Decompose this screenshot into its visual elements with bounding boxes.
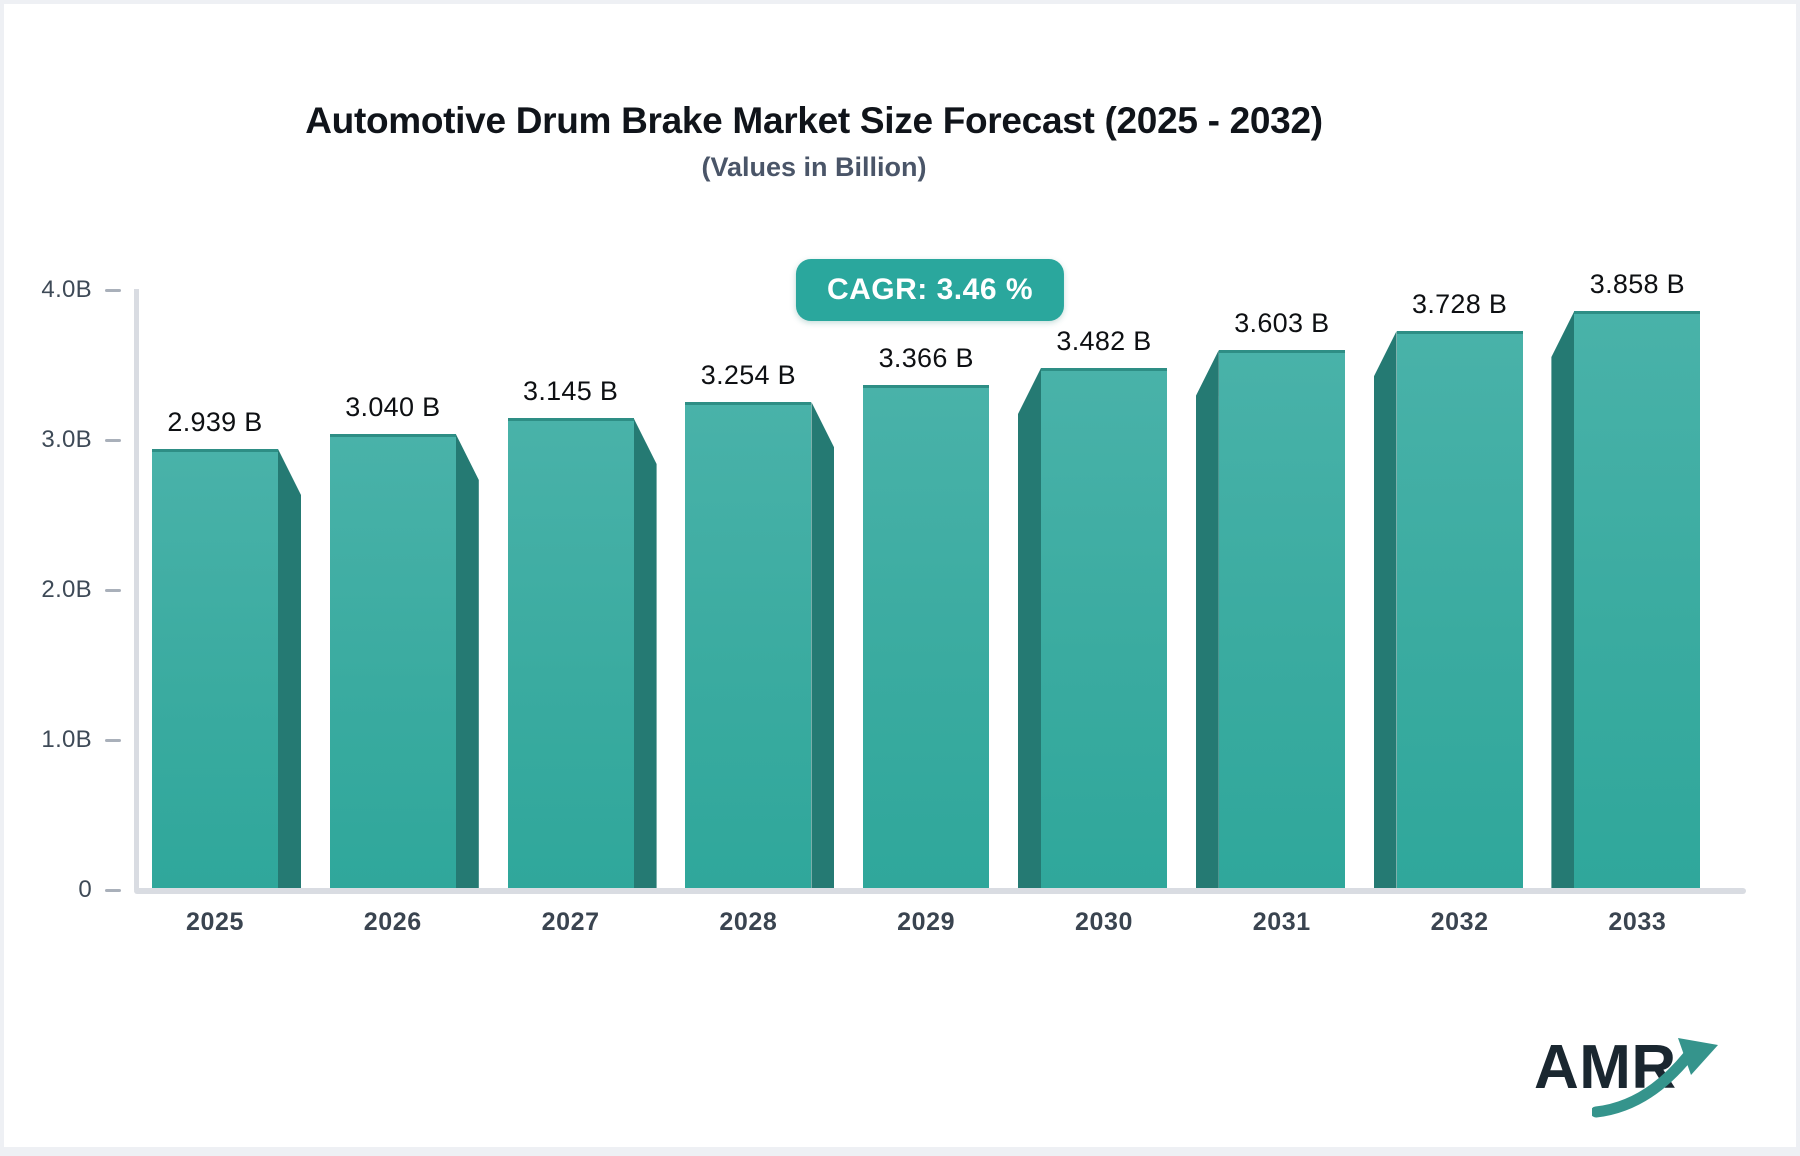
x-axis-label-2025: 2025 (185, 908, 244, 936)
bar-2033-side-panel (1551, 311, 1575, 890)
cagr-badge: CAGR: 3.46 % (795, 259, 1065, 321)
x-axis-label-2032: 2032 (1430, 908, 1489, 936)
x-axis-label-2026: 2026 (363, 908, 422, 936)
x-axis-label-2027: 2027 (541, 908, 600, 936)
bar-chart-plot: 4.0B 3.0B 2.0B 1.0B 0 2.939 B 2025 3.040 B 2026 3… (4, 4, 1796, 1147)
bar-2032 (1396, 331, 1523, 890)
y-axis-tick-label: 2.0B (41, 576, 92, 603)
x-axis-line (134, 888, 1746, 894)
x-axis-label-2033: 2033 (1608, 908, 1667, 936)
bar-value-label-2031: 3.603 B (1234, 308, 1330, 338)
y-axis-tick-mark (105, 589, 121, 592)
bar-2025-side-panel (278, 449, 301, 890)
growth-arrow-icon (1592, 1038, 1718, 1118)
chart-title: Automotive Drum Brake Market Size Foreca… (305, 100, 1323, 141)
bar-2030 (1041, 368, 1167, 890)
bar-2028-side-panel (811, 402, 835, 890)
bar-2033 (1574, 311, 1701, 890)
cagr-badge-label: CAGR: 3.46 % (826, 273, 1034, 306)
bar-2029 (863, 385, 990, 890)
bar-value-label-2030: 3.482 B (1056, 326, 1152, 356)
bar-2028 (685, 402, 812, 890)
y-axis-tick-mark (105, 289, 121, 292)
bar-2026-side-panel (455, 434, 479, 890)
bar-value-label-2028: 3.254 B (700, 360, 796, 390)
bar-2026 (329, 434, 456, 890)
bar-2027-side-panel (633, 418, 657, 890)
y-axis-tick-label: 1.0B (41, 726, 92, 753)
bar-2031 (1218, 350, 1345, 890)
bar-2027 (507, 418, 634, 890)
bar-value-label-2029: 3.366 B (878, 343, 974, 373)
y-axis-tick-mark (105, 439, 121, 442)
chart-subtitle: (Values in Billion) (701, 152, 927, 182)
bar-2031-side-panel (1195, 350, 1219, 890)
y-axis-tick-label: 0 (78, 876, 92, 903)
bar-2030-side-panel (1018, 368, 1041, 890)
x-axis-label-2028: 2028 (719, 908, 778, 936)
chart-card: Automotive Drum Brake Market Size Foreca… (4, 4, 1796, 1147)
x-axis-label-2030: 2030 (1074, 908, 1133, 936)
bar-2032-side-panel (1373, 331, 1397, 890)
y-axis-line (134, 289, 139, 890)
bar-value-label-2025: 2.939 B (167, 407, 263, 437)
bar-value-label-2027: 3.145 B (523, 376, 619, 406)
bar-value-label-2032: 3.728 B (1412, 289, 1508, 319)
bar-2025 (152, 449, 278, 890)
y-axis-tick-label: 3.0B (41, 426, 92, 453)
bar-value-label-2026: 3.040 B (345, 392, 441, 422)
y-axis-tick-mark (105, 889, 121, 892)
x-axis-label-2031: 2031 (1252, 908, 1311, 936)
amr-logo: AMR (1534, 1032, 1734, 1122)
y-axis-tick-label: 4.0B (41, 276, 92, 303)
bar-value-label-2033: 3.858 B (1589, 269, 1685, 299)
y-axis-tick-mark (105, 739, 121, 742)
x-axis-label-2029: 2029 (897, 908, 956, 936)
